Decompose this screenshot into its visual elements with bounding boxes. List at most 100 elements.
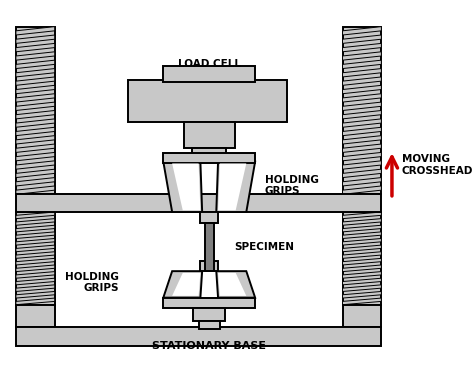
Polygon shape	[16, 161, 55, 169]
Polygon shape	[16, 238, 55, 245]
Bar	[16, 194, 382, 212]
Polygon shape	[343, 77, 382, 85]
Bar	[16, 212, 55, 305]
Polygon shape	[16, 272, 55, 278]
Polygon shape	[16, 252, 55, 258]
Polygon shape	[16, 258, 55, 265]
Polygon shape	[164, 162, 202, 212]
Bar	[201, 261, 218, 271]
Polygon shape	[343, 111, 382, 119]
Polygon shape	[343, 232, 382, 238]
Polygon shape	[343, 225, 382, 232]
Polygon shape	[343, 152, 382, 161]
Bar	[343, 305, 382, 327]
Bar	[205, 222, 214, 271]
Bar	[164, 153, 255, 163]
Polygon shape	[343, 119, 382, 127]
Polygon shape	[343, 238, 382, 245]
Polygon shape	[16, 136, 55, 144]
Polygon shape	[343, 60, 382, 69]
Text: MOVING
CROSSHEAD: MOVING CROSSHEAD	[401, 154, 473, 176]
Bar	[164, 66, 255, 82]
Polygon shape	[16, 285, 55, 291]
Text: STATIONARY BASE: STATIONARY BASE	[152, 341, 266, 351]
Polygon shape	[343, 258, 382, 265]
Polygon shape	[16, 102, 55, 111]
Polygon shape	[16, 291, 55, 298]
Polygon shape	[343, 298, 382, 305]
Text: HOLDING
GRIPS: HOLDING GRIPS	[65, 272, 119, 293]
Bar	[16, 305, 55, 327]
Bar	[183, 122, 235, 149]
Polygon shape	[16, 186, 55, 194]
Polygon shape	[164, 271, 202, 298]
Polygon shape	[16, 94, 55, 102]
Polygon shape	[16, 77, 55, 85]
Polygon shape	[216, 271, 255, 298]
Polygon shape	[16, 35, 55, 44]
Polygon shape	[343, 144, 382, 152]
Polygon shape	[16, 169, 55, 178]
Bar	[343, 27, 382, 194]
Polygon shape	[218, 273, 246, 296]
Polygon shape	[343, 161, 382, 169]
Polygon shape	[16, 27, 55, 35]
Polygon shape	[343, 245, 382, 252]
Polygon shape	[16, 119, 55, 127]
Bar	[343, 212, 382, 305]
Bar	[199, 321, 220, 329]
Polygon shape	[16, 225, 55, 232]
Polygon shape	[16, 265, 55, 272]
Polygon shape	[16, 232, 55, 238]
Bar	[164, 298, 255, 308]
Polygon shape	[343, 186, 382, 194]
Polygon shape	[16, 44, 55, 52]
Polygon shape	[343, 278, 382, 285]
Text: LOAD CELL: LOAD CELL	[178, 59, 241, 69]
Polygon shape	[16, 60, 55, 69]
Polygon shape	[16, 69, 55, 77]
Bar	[193, 308, 225, 321]
Polygon shape	[216, 162, 255, 212]
Polygon shape	[343, 127, 382, 136]
Bar	[201, 212, 218, 222]
Polygon shape	[343, 252, 382, 258]
Bar	[16, 27, 55, 194]
Polygon shape	[16, 178, 55, 186]
Polygon shape	[343, 136, 382, 144]
Polygon shape	[343, 94, 382, 102]
Polygon shape	[343, 44, 382, 52]
Polygon shape	[16, 152, 55, 161]
Polygon shape	[343, 212, 382, 219]
Text: HOLDING
GRIPS: HOLDING GRIPS	[265, 175, 319, 196]
Polygon shape	[343, 291, 382, 298]
Bar	[192, 149, 226, 162]
Polygon shape	[16, 212, 55, 219]
Polygon shape	[16, 85, 55, 94]
Polygon shape	[16, 111, 55, 119]
Polygon shape	[343, 85, 382, 94]
Polygon shape	[16, 219, 55, 225]
Polygon shape	[172, 273, 201, 296]
Polygon shape	[343, 219, 382, 225]
Polygon shape	[16, 52, 55, 60]
Polygon shape	[343, 35, 382, 44]
Polygon shape	[343, 265, 382, 272]
Polygon shape	[172, 163, 201, 210]
Polygon shape	[16, 245, 55, 252]
Polygon shape	[16, 144, 55, 152]
Bar	[128, 80, 287, 122]
Polygon shape	[343, 272, 382, 278]
Polygon shape	[343, 102, 382, 111]
Polygon shape	[16, 278, 55, 285]
Polygon shape	[343, 52, 382, 60]
Bar	[16, 327, 382, 346]
Polygon shape	[343, 178, 382, 186]
Polygon shape	[343, 169, 382, 178]
Polygon shape	[343, 285, 382, 291]
Polygon shape	[343, 27, 382, 35]
Polygon shape	[16, 298, 55, 305]
Text: SPECIMEN: SPECIMEN	[234, 242, 294, 252]
Polygon shape	[16, 127, 55, 136]
Polygon shape	[343, 69, 382, 77]
